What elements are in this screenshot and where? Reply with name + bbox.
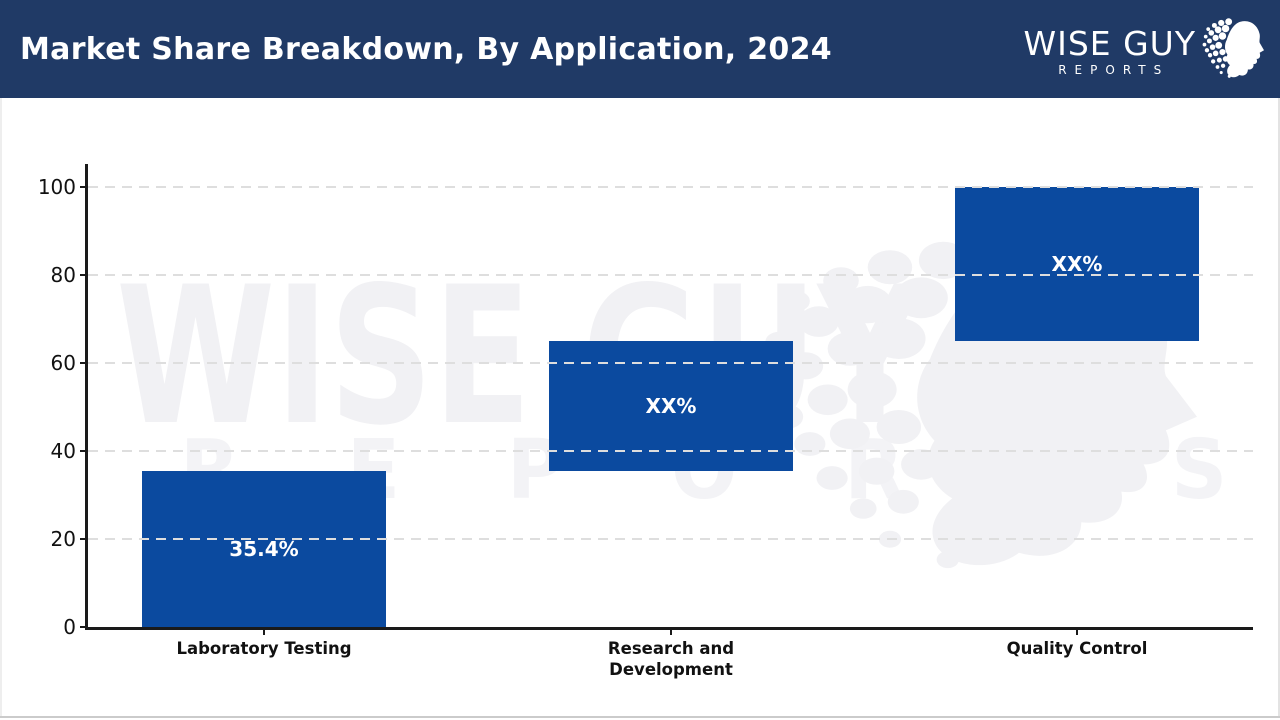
right-border — [1278, 98, 1280, 718]
chart-title: Market Share Breakdown, By Application, … — [20, 31, 832, 67]
x-tick-mark — [670, 627, 672, 635]
y-tick-label: 40 — [50, 439, 76, 463]
grid-line — [88, 274, 1253, 276]
grid-line — [88, 538, 1253, 540]
y-tick-mark — [80, 450, 88, 452]
y-axis-line — [85, 164, 88, 630]
x-axis-line — [85, 627, 1253, 630]
logo-wordmark: WISE GUY — [1023, 23, 1196, 63]
logo-text: WISE GUY REPORTS — [1023, 23, 1196, 78]
x-category-label: Laboratory Testing — [176, 639, 352, 658]
y-tick-label: 100 — [37, 175, 76, 199]
y-tick-label: 80 — [50, 263, 76, 287]
watermark-wordmark: WISE GUY — [116, 246, 923, 467]
y-tick-label: 0 — [63, 615, 76, 639]
y-tick-mark — [80, 186, 88, 188]
logo-head-icon — [1202, 18, 1264, 78]
y-tick-mark — [80, 538, 88, 540]
wiseguy-logo: WISE GUY REPORTS — [1023, 8, 1264, 90]
bar-value-label: 35.4% — [229, 537, 299, 562]
y-tick-mark — [80, 274, 88, 276]
y-tick-label: 20 — [50, 527, 76, 551]
bar-segment — [142, 471, 386, 627]
logo-subtitle: REPORTS — [1058, 63, 1170, 78]
grid-line — [88, 186, 1253, 188]
grid-line — [88, 450, 1253, 452]
grid-line — [88, 362, 1253, 364]
bar-value-label: XX% — [1051, 252, 1103, 276]
y-tick-mark — [80, 626, 88, 628]
y-tick-mark — [80, 362, 88, 364]
x-category-label: Research and Development — [607, 639, 735, 680]
x-category-label: Quality Control — [1006, 639, 1148, 658]
left-border — [0, 98, 2, 718]
x-tick-mark — [263, 627, 265, 635]
x-tick-mark — [1076, 627, 1078, 635]
footer-line — [0, 716, 1280, 718]
header-bar: Market Share Breakdown, By Application, … — [0, 0, 1280, 98]
bar-value-label: XX% — [645, 394, 697, 419]
y-tick-label: 60 — [50, 351, 76, 375]
